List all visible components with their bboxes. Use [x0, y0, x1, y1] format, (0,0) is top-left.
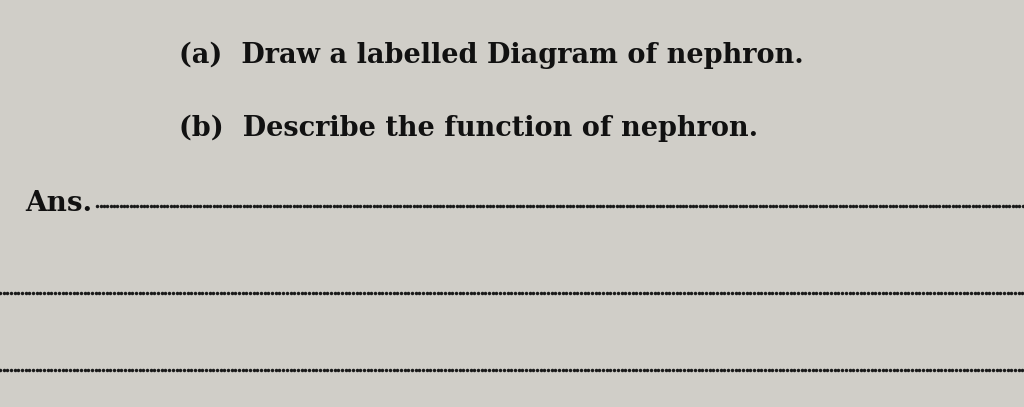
Text: Ans.: Ans.: [26, 190, 93, 217]
Text: (a)  Draw a labelled Diagram of nephron.: (a) Draw a labelled Diagram of nephron.: [179, 41, 804, 69]
Text: (b)  Describe the function of nephron.: (b) Describe the function of nephron.: [179, 114, 759, 142]
